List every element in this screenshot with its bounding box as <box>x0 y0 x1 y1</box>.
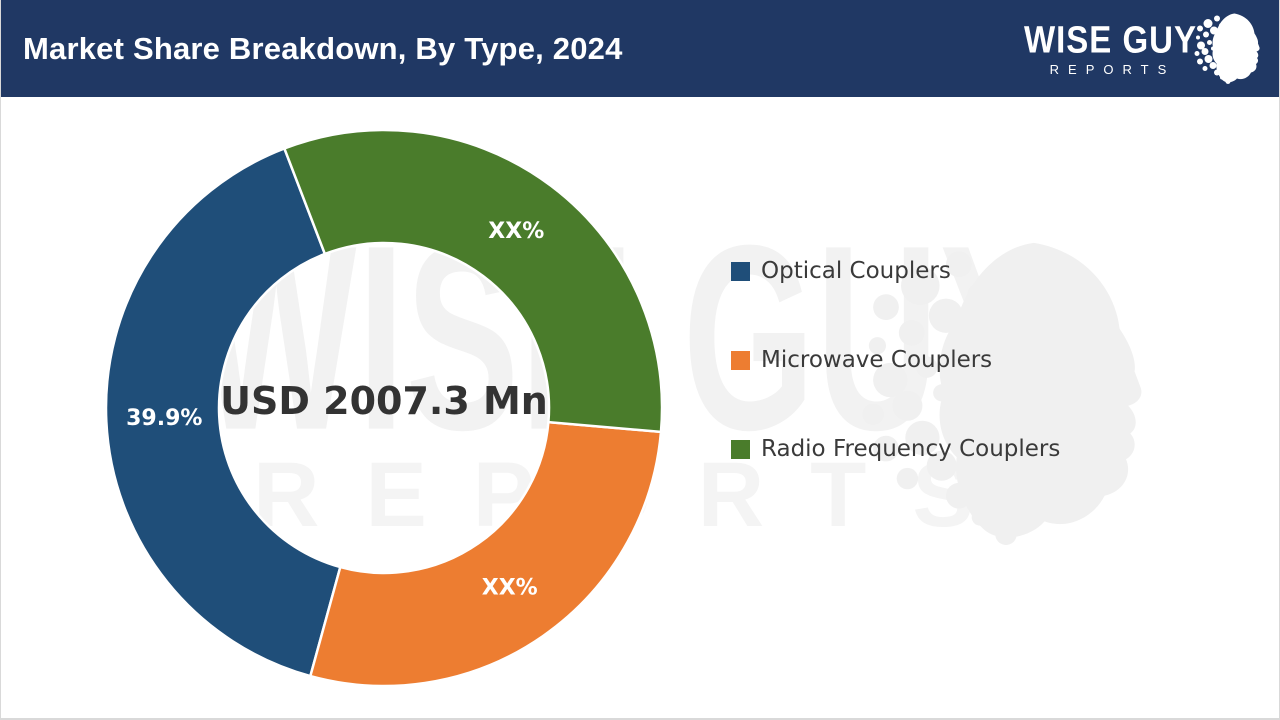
legend-item-optical-couplers: Optical Couplers <box>731 257 1060 285</box>
donut-segment-radio-frequency-couplers <box>283 128 664 434</box>
legend-label-microwave: Microwave Couplers <box>761 347 993 373</box>
legend-item-microwave-couplers: Microwave Couplers <box>731 346 1060 374</box>
donut-segment-label-optical-couplers: 39.9% <box>126 406 202 431</box>
chart-area: WISE GUY REPORTS 39.9%XX%XX% USD 2007.3 … <box>1 97 1279 718</box>
donut-segment-label-microwave-couplers: XX% <box>482 576 538 601</box>
donut-segment-optical-couplers <box>104 147 342 678</box>
legend-label-optical: Optical Couplers <box>761 258 951 284</box>
logo-face-icon <box>1194 13 1260 84</box>
legend-swatch-radio-frequency <box>731 439 750 459</box>
logo-text: WISE GUY REPORTS <box>1023 17 1197 77</box>
legend-swatch-optical <box>731 261 750 281</box>
header-bar: Market Share Breakdown, By Type, 2024 WI… <box>1 0 1279 97</box>
legend-label-radio-frequency: Radio Frequency Couplers <box>761 436 1061 462</box>
donut-segment-label-radio-frequency-couplers: XX% <box>488 219 544 244</box>
chart-legend: Optical Couplers Microwave Couplers Radi… <box>731 257 1060 463</box>
legend-item-radio-frequency-couplers: Radio Frequency Couplers <box>731 435 1060 463</box>
donut-segment-microwave-couplers <box>309 420 663 688</box>
donut-chart: 39.9% XX% XX% <box>104 128 664 688</box>
page-title: Market Share Breakdown, By Type, 2024 <box>23 30 623 66</box>
legend-swatch-microwave <box>731 350 750 370</box>
logo-subtitle: REPORTS <box>1049 61 1176 77</box>
wise-guy-reports-logo: WISE GUY REPORTS <box>1024 10 1263 88</box>
donut-center-value: USD 2007.3 Mn <box>220 379 548 423</box>
logo-wordmark: WISE GUY <box>1023 17 1197 61</box>
